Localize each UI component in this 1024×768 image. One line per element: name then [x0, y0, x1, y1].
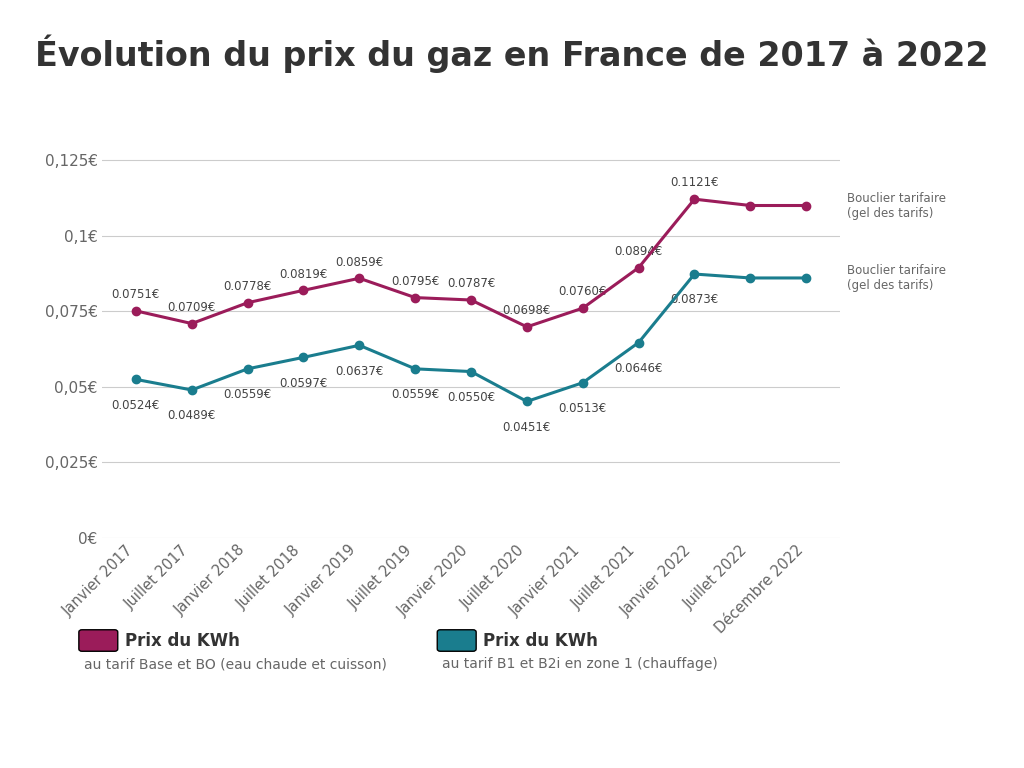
Text: 0.0787€: 0.0787€ — [446, 277, 496, 290]
Text: 0.0873€: 0.0873€ — [671, 293, 719, 306]
Text: 0.0698€: 0.0698€ — [503, 304, 551, 317]
Text: 0.0646€: 0.0646€ — [614, 362, 663, 375]
Text: 0.1121€: 0.1121€ — [670, 177, 719, 190]
Text: 0.0637€: 0.0637€ — [335, 365, 384, 378]
Text: au tarif Base et BO (eau chaude et cuisson): au tarif Base et BO (eau chaude et cuiss… — [84, 657, 387, 671]
Text: 0.0451€: 0.0451€ — [503, 421, 551, 434]
Text: 0.0894€: 0.0894€ — [614, 245, 663, 258]
Text: 0.0597€: 0.0597€ — [280, 377, 328, 390]
Text: Prix du KWh: Prix du KWh — [125, 631, 240, 650]
Text: au tarif B1 et B2i en zone 1 (chauffage): au tarif B1 et B2i en zone 1 (chauffage) — [442, 657, 718, 671]
Text: 0.0795€: 0.0795€ — [391, 275, 439, 288]
Text: 0.0489€: 0.0489€ — [168, 409, 216, 422]
Text: Évolution du prix du gaz en France de 2017 à 2022: Évolution du prix du gaz en France de 20… — [35, 35, 989, 73]
Text: 0.0778€: 0.0778€ — [223, 280, 271, 293]
Text: 0.0559€: 0.0559€ — [391, 389, 439, 402]
Text: 0.0524€: 0.0524€ — [112, 399, 160, 412]
Text: 0.0760€: 0.0760€ — [558, 286, 607, 299]
Text: 0.0513€: 0.0513€ — [559, 402, 607, 415]
Text: 0.0859€: 0.0859€ — [335, 256, 383, 269]
Text: 0.0751€: 0.0751€ — [112, 288, 160, 301]
Text: Bouclier tarifaire
(gel des tarifs): Bouclier tarifaire (gel des tarifs) — [847, 264, 946, 292]
Text: Bouclier tarifaire
(gel des tarifs): Bouclier tarifaire (gel des tarifs) — [847, 191, 946, 220]
Text: 0.0559€: 0.0559€ — [223, 389, 271, 402]
Text: 0.0550€: 0.0550€ — [447, 391, 495, 404]
Text: Prix du KWh: Prix du KWh — [483, 631, 598, 650]
Text: 0.0709€: 0.0709€ — [168, 301, 216, 314]
Text: 0.0819€: 0.0819€ — [280, 267, 328, 280]
